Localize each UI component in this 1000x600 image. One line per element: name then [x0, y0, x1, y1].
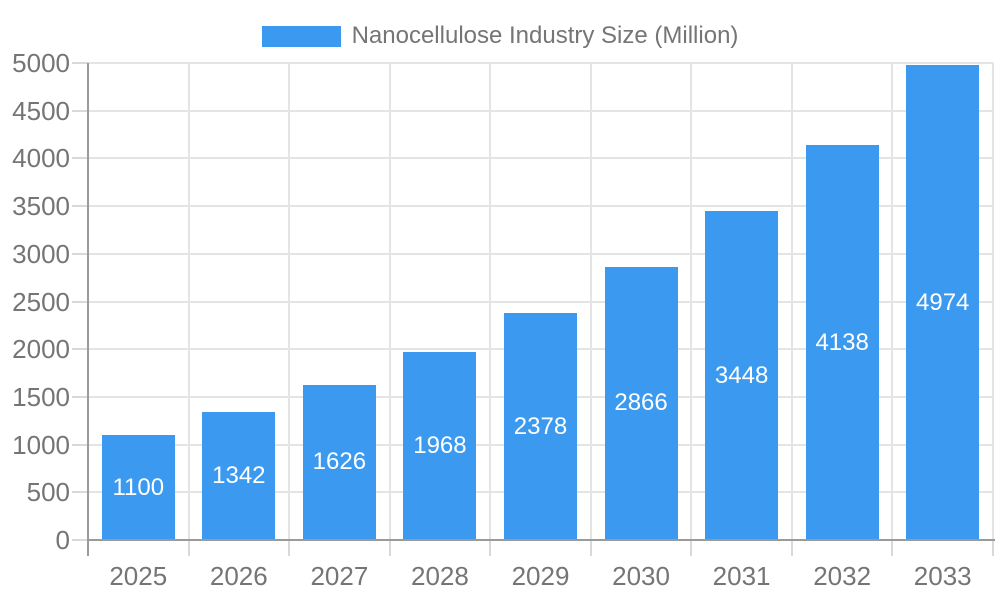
x-axis-tick-label: 2030	[612, 561, 670, 591]
y-gridline	[88, 300, 993, 303]
y-axis-tick-label: 3000	[12, 238, 70, 269]
y-axis-tick-label: 500	[26, 477, 70, 508]
x-gridline	[891, 63, 894, 540]
x-axis-tick-label: 2033	[913, 561, 972, 591]
legend-swatch	[261, 25, 341, 47]
bar-value-label: 1968	[413, 432, 467, 460]
x-gridline	[589, 63, 592, 540]
x-gridline	[790, 63, 793, 540]
bar-2030	[604, 266, 678, 540]
y-axis-tick	[72, 157, 88, 160]
x-axis-tick	[891, 540, 894, 556]
y-axis-tick-label: 5000	[12, 48, 70, 78]
y-axis-tick-label: 4500	[12, 95, 70, 126]
y-axis-line	[87, 63, 89, 556]
bar-2025	[101, 435, 175, 540]
bar-value-label: 3448	[714, 361, 769, 389]
x-axis-tick-label: 2028	[411, 561, 469, 591]
x-axis-tick	[589, 540, 592, 556]
bar-2028	[403, 352, 477, 540]
x-gridline	[489, 63, 492, 540]
bar-2032	[805, 145, 879, 540]
bar-value-label: 1342	[212, 461, 266, 489]
x-gridline	[187, 63, 190, 540]
y-axis-tick-label: 0	[55, 525, 70, 555]
x-axis-tick	[187, 540, 190, 556]
bar-2033	[906, 65, 980, 540]
bar-value-label: 1626	[312, 448, 367, 476]
bar-2026	[202, 411, 276, 540]
y-axis-tick	[72, 539, 88, 541]
x-gridline	[388, 63, 391, 540]
bar-value-label: 4974	[916, 288, 970, 316]
bar-value-label: 4138	[815, 328, 869, 356]
x-axis-tick	[992, 540, 994, 556]
y-gridline	[88, 252, 993, 255]
y-axis-tick	[72, 491, 88, 494]
bar-value-label: 1100	[112, 473, 165, 501]
x-axis-tick-label: 2026	[209, 561, 268, 591]
x-axis-tick	[288, 540, 291, 556]
x-axis-tick-label: 2025	[109, 561, 168, 591]
x-axis-tick-label: 2027	[310, 561, 369, 591]
x-gridline	[690, 63, 693, 540]
x-gridline	[288, 63, 291, 540]
y-gridline	[88, 205, 993, 208]
x-axis-tick-label: 2032	[813, 561, 872, 591]
y-gridline	[88, 157, 993, 160]
x-axis-tick-label: 2031	[712, 561, 771, 591]
y-axis-tick-label: 1500	[12, 381, 70, 412]
bar-2031	[705, 211, 779, 540]
y-gridline	[88, 62, 993, 64]
y-axis-tick-label: 2000	[12, 334, 70, 365]
y-axis-tick	[72, 109, 88, 112]
legend-label: Nanocellulose Industry Size (Million)	[351, 22, 739, 49]
x-axis-tick	[690, 540, 693, 556]
y-axis-tick-label: 3500	[12, 191, 70, 222]
legend[interactable]: Nanocellulose Industry Size (Million)	[0, 22, 1000, 50]
y-axis-tick	[72, 62, 88, 64]
y-axis-tick	[72, 348, 88, 351]
y-axis-tick-label: 1000	[12, 429, 70, 460]
y-axis-tick	[72, 252, 88, 255]
y-axis-tick-label: 2500	[12, 286, 70, 317]
bar-2029	[504, 313, 577, 540]
x-axis-tick	[790, 540, 793, 556]
y-gridline	[88, 109, 993, 112]
y-axis-tick	[72, 300, 88, 303]
x-gridline	[992, 63, 994, 540]
y-axis-tick	[72, 443, 88, 446]
x-axis-tick	[388, 540, 391, 556]
x-axis-line	[87, 539, 995, 541]
bar-value-label: 2378	[513, 412, 568, 440]
x-axis-tick	[489, 540, 492, 556]
y-axis-tick	[72, 205, 88, 208]
y-axis-tick	[72, 395, 88, 398]
bar-2027	[302, 384, 376, 540]
bar-value-label: 2866	[614, 389, 668, 417]
y-axis-tick-label: 4000	[12, 143, 70, 174]
x-axis-tick-label: 2029	[511, 561, 570, 591]
